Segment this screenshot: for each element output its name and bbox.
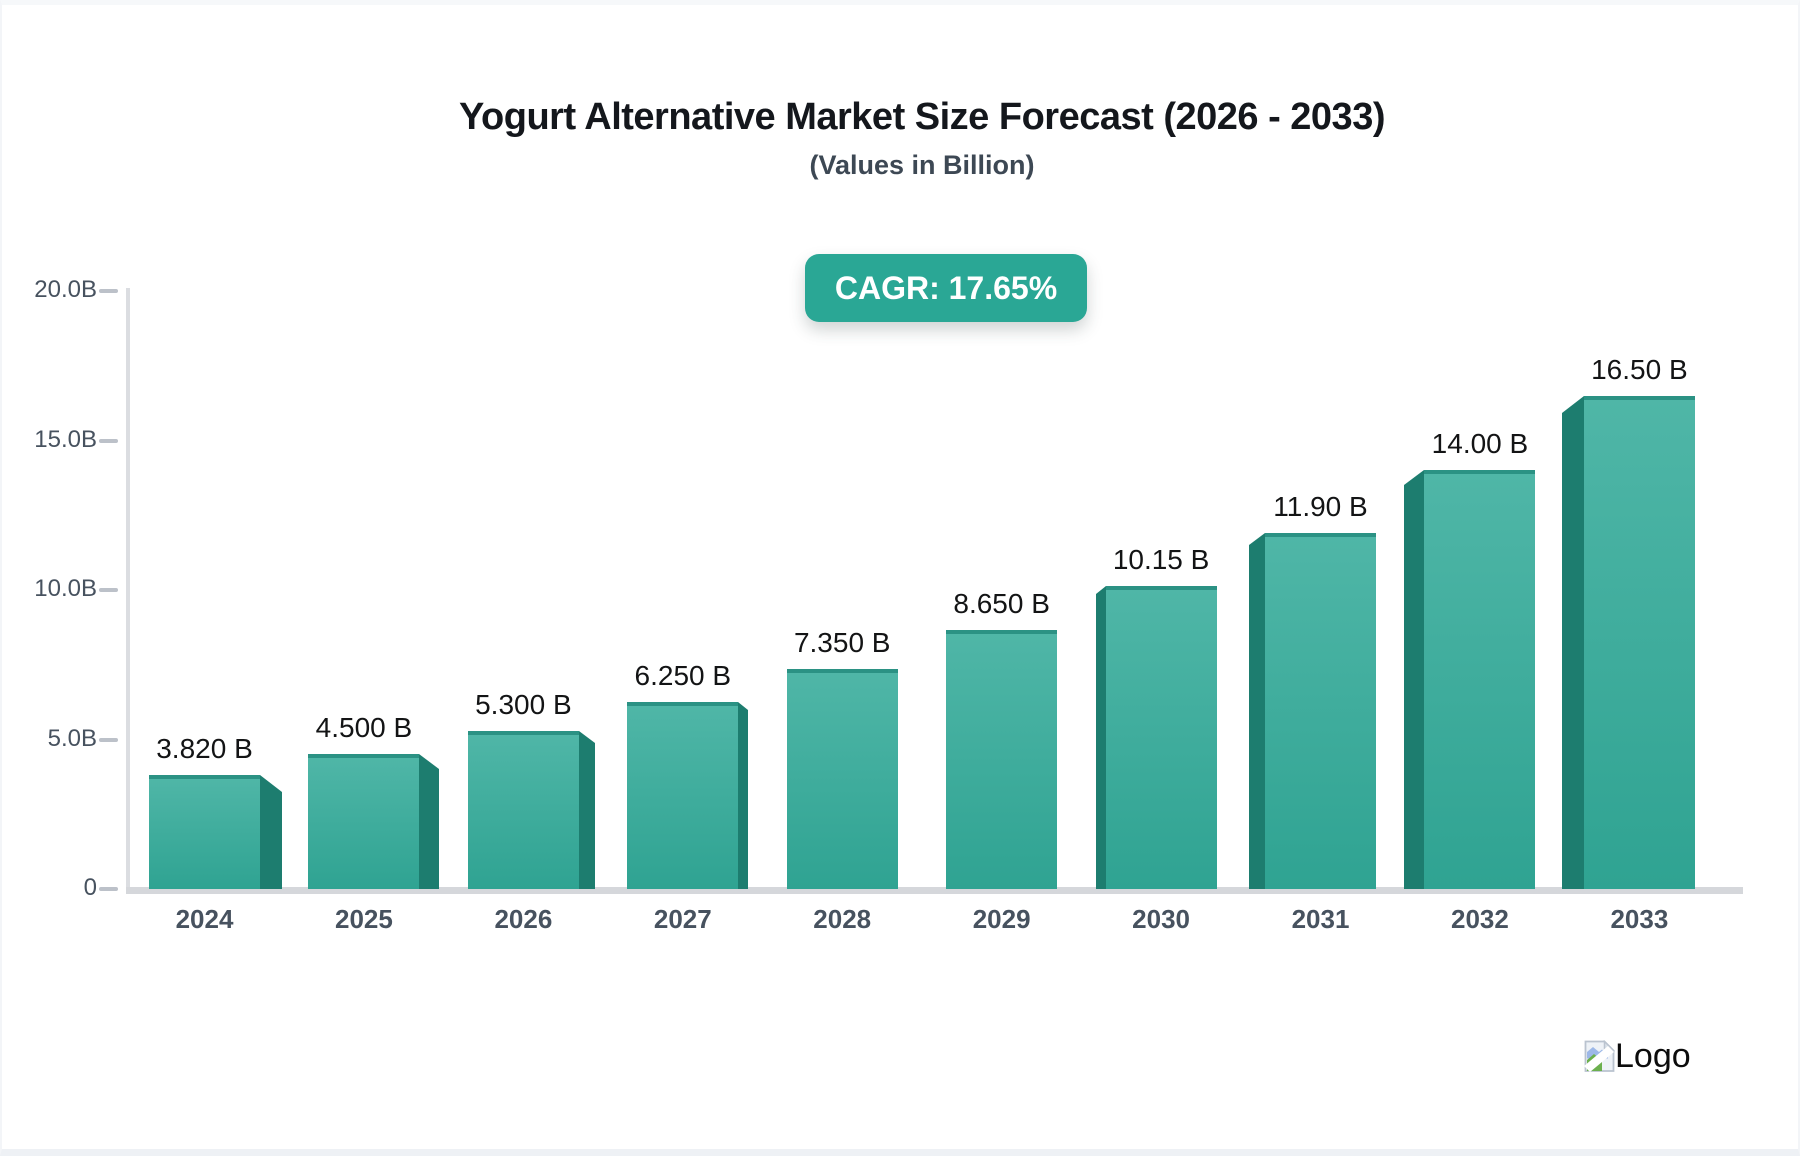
x-axis-label: 2032 xyxy=(1451,904,1509,934)
logo-alt-text: Logo xyxy=(1615,1037,1691,1075)
bar xyxy=(946,630,1057,889)
bar-side-face xyxy=(419,754,439,889)
bar-value-label: 4.500 B xyxy=(315,712,413,743)
bar-value-label: 8.650 B xyxy=(953,588,1050,619)
bar xyxy=(468,731,579,889)
bar-value-label: 3.820 B xyxy=(156,733,253,764)
bar xyxy=(627,702,738,889)
x-axis-label: 2031 xyxy=(1291,904,1350,934)
bar-side-face xyxy=(1562,396,1584,889)
logo: Logo xyxy=(1584,1036,1691,1076)
bar-side-face xyxy=(1096,586,1106,889)
bar-value-label: 10.15 B xyxy=(1112,544,1210,575)
bar-value-label: 5.300 B xyxy=(475,689,572,720)
chart-title: Yogurt Alternative Market Size Forecast … xyxy=(459,96,1385,138)
y-tick-label: 5.0B xyxy=(47,725,97,752)
chart-subtitle: (Values in Billion) xyxy=(809,150,1035,180)
bar-side-face xyxy=(579,731,595,889)
bar xyxy=(308,754,419,889)
y-tick-mark xyxy=(99,289,118,293)
y-tick-label: 10.0B xyxy=(34,575,97,602)
bar-side-face xyxy=(260,775,282,889)
y-tick-label: 0 xyxy=(83,874,97,901)
bar xyxy=(787,669,898,889)
bar-value-label: 7.350 B xyxy=(793,627,891,658)
broken-image-icon xyxy=(1584,1040,1615,1072)
y-tick-label: 15.0B xyxy=(34,426,97,453)
bar-side-face xyxy=(1249,533,1265,889)
bar xyxy=(1424,470,1535,889)
y-tick-label: 20.0B xyxy=(34,276,97,303)
bar-value-label: 6.250 B xyxy=(634,660,732,691)
x-axis-label: 2026 xyxy=(494,904,553,934)
bar-value-label: 14.00 B xyxy=(1431,428,1529,459)
x-axis-label: 2024 xyxy=(175,904,234,934)
x-axis-label: 2030 xyxy=(1132,904,1190,934)
bar-value-label: 11.90 B xyxy=(1273,491,1368,522)
cagr-badge: CAGR: 17.65% xyxy=(805,254,1087,322)
y-tick-mark xyxy=(99,439,118,443)
bar xyxy=(1584,396,1695,889)
y-tick-mark xyxy=(99,588,118,592)
x-axis-label: 2027 xyxy=(653,904,712,934)
x-axis-label: 2033 xyxy=(1610,904,1669,934)
y-tick-mark xyxy=(99,887,118,891)
x-axis-label: 2028 xyxy=(813,904,872,934)
bar-side-face xyxy=(738,702,748,889)
x-axis-line xyxy=(126,887,1743,894)
x-axis-label: 2029 xyxy=(972,904,1031,934)
x-axis-label: 2025 xyxy=(335,904,393,934)
y-axis-line xyxy=(126,288,130,894)
bar xyxy=(1265,533,1376,889)
bar xyxy=(149,775,260,889)
bar-side-face xyxy=(1404,470,1424,889)
bar-value-label: 16.50 B xyxy=(1591,354,1688,385)
bar xyxy=(1106,586,1217,889)
y-tick-mark xyxy=(99,738,118,742)
